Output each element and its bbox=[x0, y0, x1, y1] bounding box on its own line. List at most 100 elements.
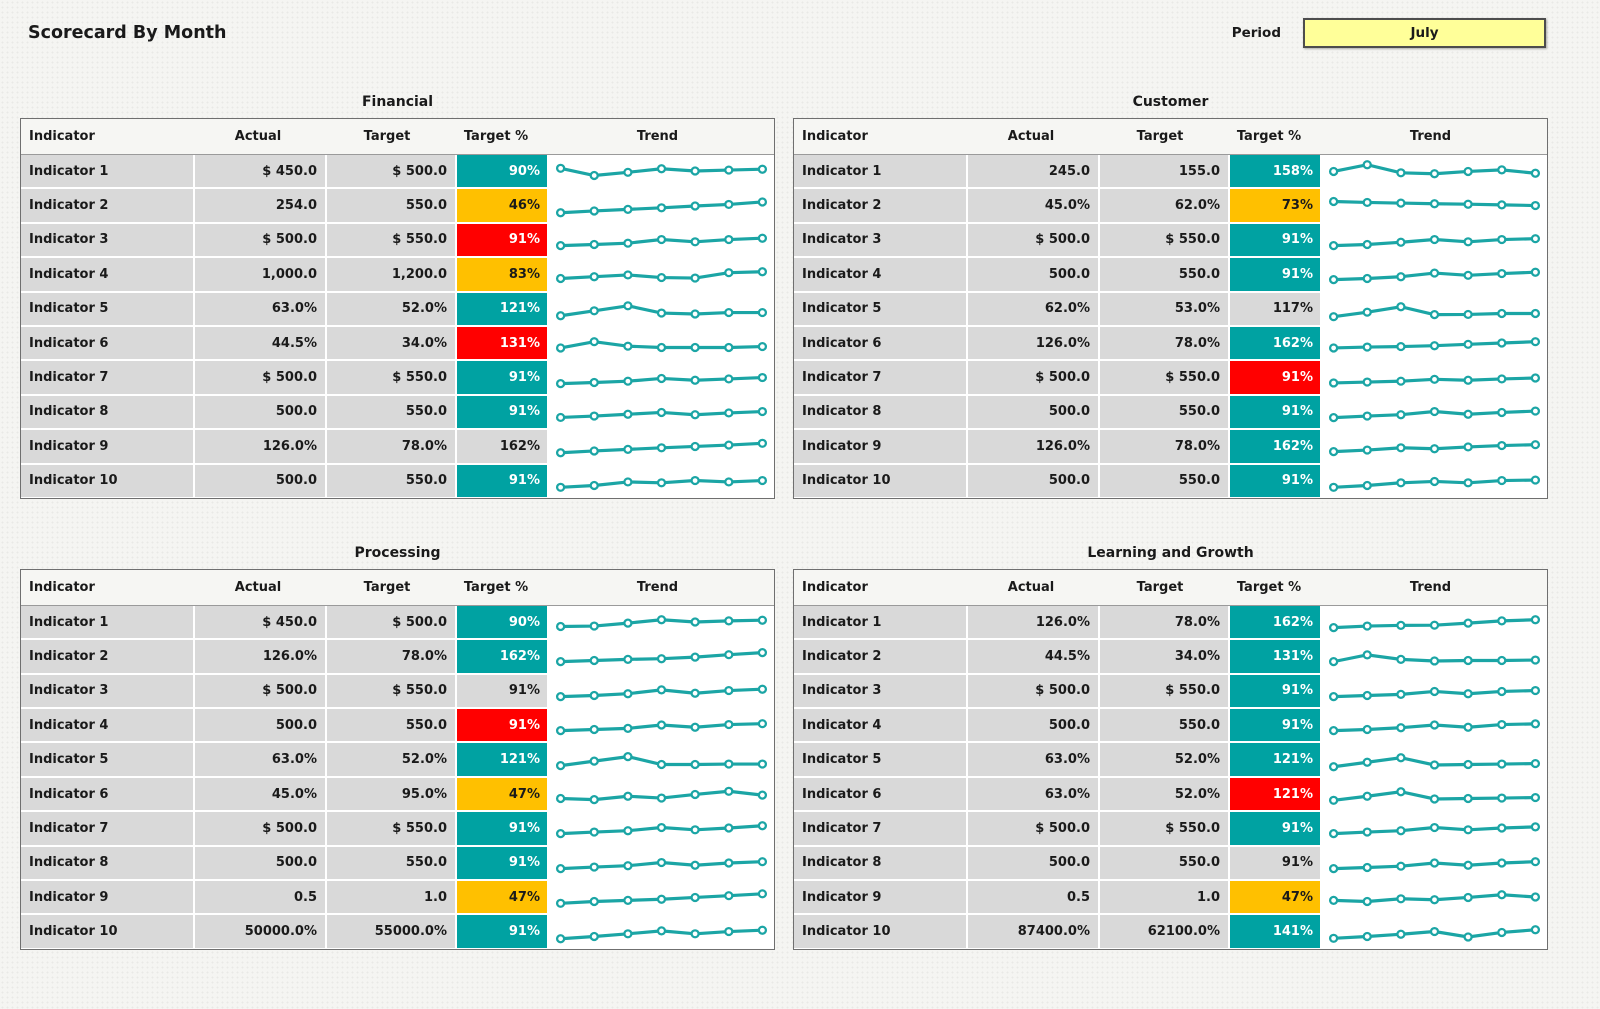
trend-point bbox=[1530, 372, 1541, 383]
indicator-cell: Indicator 3 bbox=[21, 674, 193, 708]
table-row: Indicator 4 500.0 550.0 91% bbox=[794, 258, 1547, 291]
indicator-cell: Indicator 2 bbox=[794, 640, 966, 673]
table-row: Indicator 4 1,000.0 1,200.0 83% bbox=[21, 258, 774, 291]
target-pct-cell: 141% bbox=[1230, 915, 1320, 948]
table-row: Indicator 10 50000.0% 55000.0% 91% bbox=[21, 915, 774, 948]
trend-point bbox=[1429, 198, 1440, 208]
target-cell: 1.0 bbox=[1100, 881, 1228, 914]
trend-point bbox=[690, 273, 700, 283]
actual-cell: 45.0% bbox=[968, 189, 1098, 222]
trend-point bbox=[757, 648, 768, 658]
trend-sparkline bbox=[1328, 160, 1541, 179]
trend-point bbox=[690, 893, 700, 903]
trend-cell bbox=[549, 709, 774, 742]
scorecard-table: Indicator Actual Target Target % Trend Indic… bbox=[793, 118, 1548, 499]
indicator-cell: Indicator 5 bbox=[794, 743, 966, 776]
trend-point bbox=[1530, 793, 1541, 803]
target-pct-cell: 47% bbox=[1230, 881, 1320, 914]
trend-point bbox=[1362, 791, 1372, 801]
table-row: Indicator 9 126.0% 78.0% 162% bbox=[794, 430, 1547, 463]
actual-cell: 63.0% bbox=[195, 743, 325, 776]
column-header: Actual bbox=[234, 579, 282, 595]
actual-cell: 126.0% bbox=[195, 430, 325, 463]
trend-sparkline bbox=[1328, 787, 1541, 805]
indicator-cell: Indicator 6 bbox=[21, 777, 193, 811]
indicator-cell: Indicator 2 bbox=[21, 640, 193, 673]
actual-cell: 245.0 bbox=[968, 155, 1098, 188]
trend-point bbox=[623, 655, 633, 665]
trend-point bbox=[589, 205, 599, 216]
trend-point bbox=[623, 688, 633, 699]
trend-cell bbox=[549, 881, 774, 914]
trend-point bbox=[1429, 760, 1440, 770]
trend-cell bbox=[549, 743, 774, 776]
actual-cell: 126.0% bbox=[195, 640, 325, 673]
trend-point bbox=[690, 237, 700, 247]
trend-point bbox=[1328, 933, 1339, 943]
indicator-cell: Indicator 8 bbox=[794, 846, 966, 880]
trend-sparkline bbox=[555, 267, 768, 284]
table-row: Indicator 2 254.0 550.0 46% bbox=[21, 189, 774, 222]
trend-point bbox=[1497, 475, 1507, 485]
trend-point bbox=[589, 756, 599, 766]
trend-point bbox=[724, 823, 734, 834]
trend-sparkline bbox=[1328, 822, 1541, 839]
target-pct-cell: 47% bbox=[457, 881, 547, 914]
trend-point bbox=[1362, 757, 1372, 767]
trend-cell bbox=[549, 605, 774, 639]
trend-point bbox=[656, 759, 667, 769]
trend-point bbox=[1429, 895, 1440, 905]
trend-sparkline bbox=[555, 719, 768, 736]
table-row: Indicator 6 45.0% 95.0% 47% bbox=[21, 777, 774, 811]
target-cell: $ 550.0 bbox=[1100, 223, 1228, 257]
actual-cell: 44.5% bbox=[968, 640, 1098, 673]
actual-cell: 63.0% bbox=[195, 292, 325, 325]
target-pct-cell: 162% bbox=[1230, 326, 1320, 360]
indicator-cell: Indicator 3 bbox=[794, 223, 966, 257]
table-row: Indicator 10 500.0 550.0 91% bbox=[794, 464, 1547, 497]
trend-point bbox=[555, 448, 566, 458]
column-header: Indicator bbox=[802, 579, 868, 595]
target-pct-cell: 91% bbox=[457, 674, 547, 708]
actual-cell: $ 500.0 bbox=[195, 812, 325, 845]
target-pct-cell: 90% bbox=[457, 155, 547, 188]
trend-point bbox=[1396, 620, 1406, 631]
trend-point bbox=[589, 897, 599, 907]
indicator-cell: Indicator 8 bbox=[794, 395, 966, 429]
trend-point bbox=[724, 858, 734, 868]
trend-point bbox=[1396, 342, 1406, 352]
target-cell: $ 550.0 bbox=[327, 674, 455, 708]
target-pct-cell: 91% bbox=[457, 223, 547, 257]
table-row: Indicator 3 $ 500.0 $ 550.0 91% bbox=[21, 674, 774, 708]
trend-point bbox=[1497, 308, 1507, 318]
trend-point bbox=[623, 860, 633, 871]
trend-point bbox=[589, 446, 599, 456]
column-header: Trend bbox=[636, 129, 679, 144]
trend-point bbox=[555, 163, 566, 174]
actual-cell: 63.0% bbox=[968, 777, 1098, 811]
trend-point bbox=[1463, 688, 1473, 699]
trend-point bbox=[724, 343, 734, 353]
actual-cell: 500.0 bbox=[968, 258, 1098, 291]
trend-point bbox=[724, 268, 734, 278]
trend-cell bbox=[549, 361, 774, 394]
trend-point bbox=[589, 239, 599, 250]
trend-point bbox=[757, 615, 768, 625]
target-cell: 550.0 bbox=[327, 464, 455, 497]
trend-cell bbox=[1322, 189, 1547, 222]
trend-point bbox=[1497, 373, 1507, 384]
trend-point bbox=[690, 860, 700, 870]
trend-point bbox=[1463, 477, 1473, 488]
trend-point bbox=[1328, 829, 1339, 839]
trend-point bbox=[656, 164, 667, 174]
table-row: Indicator 1 $ 450.0 $ 500.0 90% bbox=[21, 155, 774, 188]
trend-cell bbox=[1322, 464, 1547, 497]
trend-point bbox=[1463, 199, 1473, 209]
actual-cell: 254.0 bbox=[195, 189, 325, 222]
indicator-cell: Indicator 4 bbox=[21, 709, 193, 742]
trend-point bbox=[1396, 198, 1406, 208]
period-selector[interactable]: July bbox=[1303, 18, 1546, 48]
scorecard-section-learning-and-growth: Learning and Growth Indicator Actual Targe… bbox=[793, 545, 1548, 950]
target-cell: $ 550.0 bbox=[327, 223, 455, 257]
trend-point bbox=[1463, 931, 1473, 942]
